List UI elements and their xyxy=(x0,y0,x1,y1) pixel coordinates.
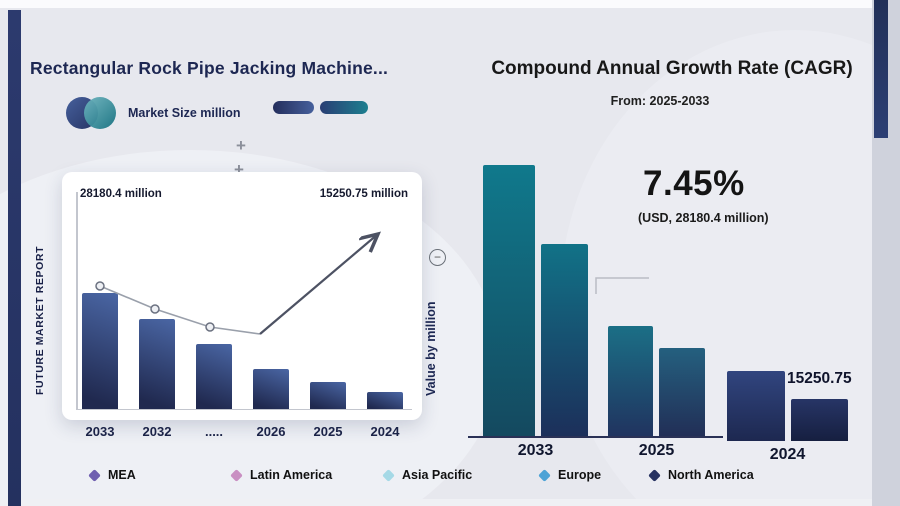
value-by-million-label: Value by million xyxy=(424,301,438,397)
future-market-report-label: FUTURE MARKET REPORT xyxy=(34,245,46,395)
cagr-axis-line xyxy=(468,436,723,438)
market-bar xyxy=(367,392,403,409)
cagr-x-label: 2024 xyxy=(769,446,806,463)
cagr-subtitle: From: 2025-2033 xyxy=(610,94,710,108)
legend-pill-navy xyxy=(273,101,314,114)
minus-circle-icon: − xyxy=(429,249,446,266)
cagr-bar xyxy=(791,399,848,441)
left-accent-stripe xyxy=(8,10,21,506)
market-x-labels: 2033 2032..... 2026 2025 2024 xyxy=(82,424,403,439)
x-axis-line xyxy=(76,408,412,410)
cagr-bar xyxy=(727,371,785,441)
chart-end-value: 15250.75 million xyxy=(319,188,408,200)
legend-diamond-icon xyxy=(382,468,395,482)
cagr-bar xyxy=(659,348,705,437)
x-tick-label: 2025 xyxy=(313,424,343,439)
plus-mark-icon: + xyxy=(236,136,246,155)
legend-item-mea: MEA xyxy=(88,468,136,482)
legend-diamond-icon xyxy=(230,468,243,482)
cagr-title: Compound Annual Growth Rate (CAGR) xyxy=(491,58,853,79)
legend-label: North America xyxy=(668,468,754,482)
legend-diamond-icon xyxy=(648,468,661,482)
market-bar xyxy=(139,319,175,409)
cagr-bar-group-2033: 2033 xyxy=(483,165,588,459)
market-size-label: Market Size million xyxy=(128,106,241,120)
market-bar xyxy=(253,369,289,409)
trend-marker xyxy=(95,281,105,291)
legend-diamond-icon xyxy=(88,468,101,482)
cagr-bar xyxy=(608,326,653,437)
legend-label: Asia Pacific xyxy=(402,468,473,482)
market-bar xyxy=(196,344,232,409)
cagr-bar xyxy=(541,244,588,437)
cagr-end-value: 15250.75 xyxy=(787,370,852,387)
legend-label: MEA xyxy=(108,468,136,482)
market-bar xyxy=(310,382,346,409)
legend-label: Latin America xyxy=(250,468,333,482)
cagr-x-label: 2025 xyxy=(638,442,675,459)
legend-diamond-icon xyxy=(538,468,551,482)
legend-item-latin-america: Latin America xyxy=(230,468,333,482)
cagr-x-label: 2033 xyxy=(517,442,554,459)
market-bar xyxy=(82,293,118,409)
plus-mark-icon: + xyxy=(234,160,244,179)
market-bars xyxy=(82,293,403,409)
x-tick-label: 2033 xyxy=(85,424,115,439)
legend-label: Europe xyxy=(558,468,602,482)
market-size-circle-icon xyxy=(84,97,116,129)
market-size-legend: Market Size million xyxy=(66,96,241,130)
left-chart-title: Rectangular Rock Pipe Jacking Machine... xyxy=(30,58,389,78)
y-axis-line xyxy=(76,192,78,410)
top-edge-band xyxy=(0,0,900,8)
cagr-value: 7.45% xyxy=(643,164,745,203)
market-chart-panel: 28180.4 million 15250.75 million xyxy=(62,172,422,420)
bottom-edge-band xyxy=(0,499,900,506)
legend-pill-teal xyxy=(320,101,368,114)
legend-item-asia-pacific: Asia Pacific xyxy=(382,468,473,482)
x-tick-label: 2032 xyxy=(142,424,172,439)
legend-item-north-america: North America xyxy=(648,468,754,482)
x-tick-label: ..... xyxy=(204,424,224,439)
cagr-bar-group-2024: 2024 xyxy=(727,371,848,463)
callout-bracket xyxy=(595,277,649,294)
cagr-bar-group-2025: 2025 xyxy=(608,326,705,459)
x-tick-label: 2024 xyxy=(370,424,400,439)
chart-start-value: 28180.4 million xyxy=(80,188,162,200)
cagr-detail: (USD, 28180.4 million) xyxy=(638,211,769,225)
x-tick-label: 2026 xyxy=(256,424,286,439)
legend-item-europe: Europe xyxy=(538,468,602,482)
cagr-bar xyxy=(483,165,535,437)
